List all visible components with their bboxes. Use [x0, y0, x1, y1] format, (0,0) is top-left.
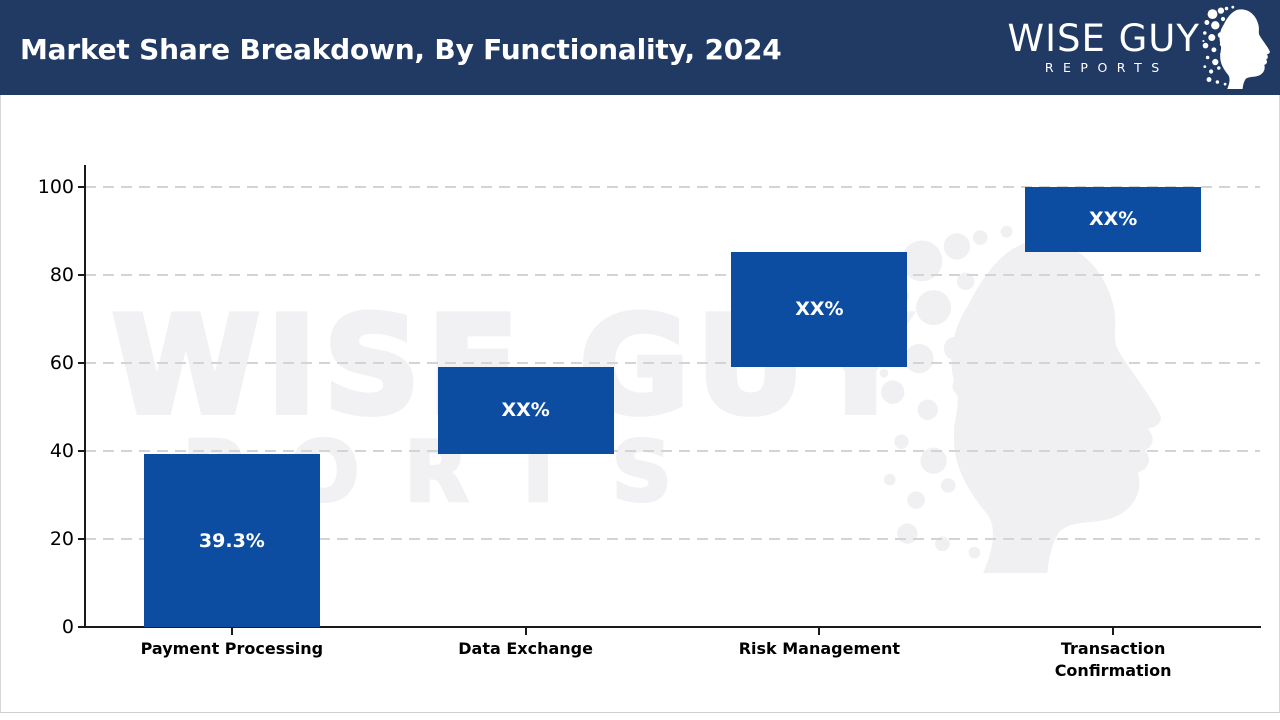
y-tick-label: 100	[37, 176, 74, 198]
x-tick-label: Transaction Confirmation	[1054, 639, 1172, 680]
y-axis-tick	[78, 274, 85, 276]
y-axis-tick	[78, 186, 85, 188]
y-axis-line	[84, 165, 86, 628]
bar: XX%	[1025, 187, 1202, 252]
dotted-head-icon	[1202, 5, 1270, 89]
bar-value-label: XX%	[1088, 208, 1138, 231]
header-band: Market Share Breakdown, By Functionality…	[0, 0, 1280, 95]
y-gridline	[85, 450, 1260, 452]
chart-title: Market Share Breakdown, By Functionality…	[20, 33, 782, 66]
y-gridline	[85, 186, 1260, 188]
bar-value-label: XX%	[501, 399, 550, 422]
y-tick-label: 40	[49, 440, 74, 462]
y-axis-tick	[78, 626, 85, 628]
y-tick-label: 20	[49, 528, 74, 550]
logo-subtitle: REPORTS	[1044, 60, 1169, 75]
y-tick-label: 80	[49, 264, 74, 286]
x-axis-tick	[1112, 628, 1115, 635]
y-gridline	[85, 538, 1260, 540]
x-axis-tick	[818, 628, 821, 635]
x-tick-label: Risk Management	[738, 639, 901, 658]
bar: 39.3%	[143, 454, 320, 627]
bar: XX%	[437, 366, 614, 455]
y-tick-label: 60	[49, 352, 74, 374]
logo-text: WISE GUY REPORTS	[1007, 17, 1200, 76]
y-gridline	[85, 362, 1260, 364]
x-tick-label: Data Exchange	[458, 639, 593, 658]
y-axis-tick	[78, 538, 85, 540]
wise-guy-reports-logo: WISE GUY REPORTS	[1008, 5, 1272, 89]
bar-value-label: XX%	[795, 298, 844, 321]
x-axis-line	[84, 626, 1261, 628]
x-axis-tick	[230, 628, 233, 635]
y-axis-tick	[78, 362, 85, 364]
y-tick-label: 0	[61, 616, 74, 638]
bar-value-label: 39.3%	[198, 529, 265, 552]
x-axis-tick	[524, 628, 527, 635]
logo-wordmark: WISE GUY	[1007, 17, 1200, 60]
y-axis-tick	[78, 450, 85, 452]
bar: XX%	[731, 251, 908, 367]
x-tick-label: Payment Processing	[140, 639, 324, 658]
y-gridline	[85, 274, 1260, 276]
